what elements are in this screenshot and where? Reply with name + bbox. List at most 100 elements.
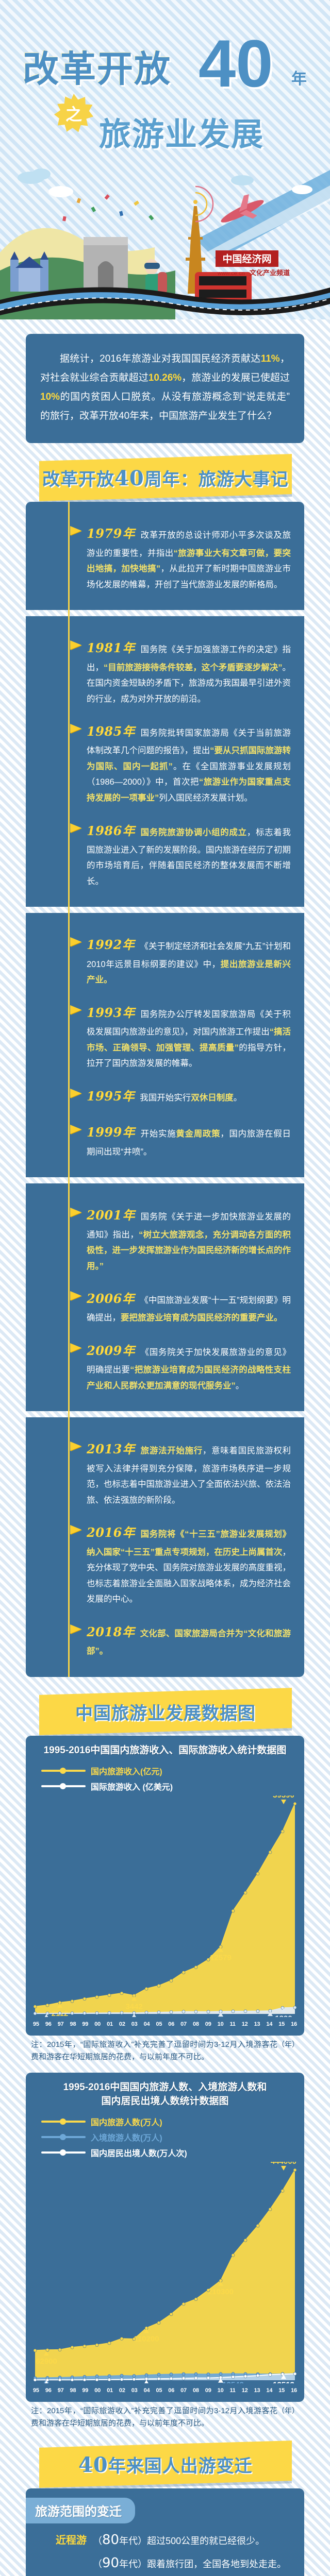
chart-point <box>169 2377 173 2381</box>
timeline-banner: 改革开放40周年：旅游大事记 <box>26 454 304 502</box>
chart-point <box>231 2253 235 2258</box>
chart-data-label: 13542 <box>222 2381 244 2383</box>
chart-point <box>206 2376 210 2380</box>
charts-section: 中国旅游业发展数据图 1995-2016中国国内旅游收入、国际旅游收入统计数据图… <box>26 1687 304 2430</box>
scope-card: 旅游范围的变迁 近程游 （80年代）超过500公里的就已经很少。 （90年代）跟着旅… <box>26 2488 304 2576</box>
chart-line <box>35 2007 295 2014</box>
chart-point <box>45 2348 50 2352</box>
chart-point <box>169 2313 173 2316</box>
timeline-group: 1979年 改革开放的总设计师邓小平多次谈及旅游业的重要性，并指出“旅游事业大有文… <box>26 502 304 611</box>
x-tick-label: 02 <box>119 2021 125 2028</box>
chart-2-card: 1995-2016中国国内旅游人数、入境旅游人数和 国内居民出境人数统计数据图 … <box>26 2073 304 2402</box>
chart-point <box>82 2345 87 2348</box>
timeline-year: 1979年 <box>87 526 136 541</box>
chart-point <box>70 2346 74 2349</box>
timeline-marker-icon <box>70 823 81 833</box>
timeline-group: 1981年 国务院《关于加强旅游工作的决定》指出，“目前旅游接待条件较差，这个矛盾… <box>26 616 304 907</box>
chart-point <box>182 2372 186 2376</box>
timeline-item: 1992年 《关于制定经济和社会发展“九五”计划和2010年远景目标纲要的建议》中… <box>39 934 291 988</box>
timeline-text: 1985年 国务院批转国家旅游局《关于当前旅游体制改革几个问题的报告》，提出“要从… <box>87 720 291 806</box>
timeline-highlight: 国务院旅游协调小组的成立 <box>140 827 247 837</box>
x-tick-label: 06 <box>168 2021 175 2028</box>
chart-point <box>243 2009 248 2013</box>
chart-point <box>107 2011 111 2015</box>
x-tick-label: 01 <box>107 2021 113 2028</box>
timeline-item: 1986年 国务院旅游协调小组的成立，标志着我国旅游业进入了新的发展阶段。国内旅游… <box>39 820 291 890</box>
chart-area <box>35 2374 295 2381</box>
timeline-groups: 1979年 改革开放的总设计师邓小平多次谈及旅游业的重要性，并指出“旅游事业大有文… <box>26 502 304 1677</box>
chart-point <box>120 2374 124 2378</box>
chart-point <box>120 1991 124 1995</box>
chart-point <box>206 2372 210 2377</box>
chart-label-pointer-icon <box>218 2281 223 2286</box>
timeline-item: 1979年 改革开放的总设计师邓小平多次谈及旅游业的重要性，并指出“旅游事业大有文… <box>39 522 291 592</box>
chart-point <box>256 2009 260 2013</box>
chart-svg: 211234421257939390871744585691200 <box>33 1791 297 2029</box>
chart-point <box>293 1802 297 1806</box>
x-tick-label: 07 <box>180 2021 187 2028</box>
travel-illustration: 中国经济网 www.ce.cn 文化产业频道 <box>0 168 330 319</box>
timeline-plain: ，充分体现了党中央、国务院对旅游业发展的高度重视，也标志着旅游业全面融入国家战略… <box>87 1547 291 1604</box>
timeline-highlight: “旅游业作为国家重点支持发展的一项事业” <box>87 777 291 803</box>
x-tick-label: 00 <box>94 2387 101 2394</box>
changes-section: 40年来国人出游变迁 旅游范围的变迁 近程游 （80年代）超过500公里的就已经很… <box>26 2441 304 2576</box>
chart-2-title-line1: 1995-2016中国国内旅游人数、入境旅游人数和 <box>63 2082 267 2093</box>
timeline-highlight: 提出旅游业是新兴产业。 <box>87 959 291 985</box>
chart-point <box>206 1958 210 1962</box>
chart-point <box>132 2337 136 2341</box>
chart-point <box>169 2372 173 2377</box>
chart-data-label: 13513 <box>273 2381 294 2383</box>
chart-point <box>256 1872 260 1876</box>
chart-point <box>194 2376 198 2380</box>
chart-point <box>33 2349 37 2352</box>
timeline-plain: ，从此拉开了新时期中国旅游业市场化发展的帷幕，开创了当代旅游业发展的新格局。 <box>87 564 291 589</box>
chart-point <box>157 2010 161 2014</box>
chart-point <box>293 2372 297 2376</box>
timeline-text: 1995年 我国开始实行双休日制度。 <box>87 1085 291 1108</box>
charts-banner-text: 中国旅游业发展数据图 <box>75 1703 256 1724</box>
x-tick-label: 04 <box>143 2387 150 2394</box>
timeline-gap <box>26 1177 304 1184</box>
timeline-highlight: 国务院将《“十三五”旅游业发展规划》纳入国家“十三五”重点专项规划，在历史上尚属… <box>87 1530 291 1557</box>
chart-area <box>35 2374 295 2381</box>
scope-era: （90年代） <box>93 2555 147 2571</box>
scope-era: （80年代） <box>93 2532 147 2548</box>
watermark-url: www.ce.cn <box>217 270 245 277</box>
chart-1-title: 1995-2016中国国内旅游收入、国际旅游收入统计数据图 <box>43 1744 287 1756</box>
chart-point <box>231 1909 235 1913</box>
intro-stat-10: 10% <box>40 392 60 403</box>
chart-point <box>182 2010 186 2014</box>
title-number-40: 40 <box>199 26 273 101</box>
x-tick-label: 95 <box>33 2021 39 2028</box>
chart-point <box>169 2010 173 2014</box>
chart-point <box>169 1979 173 1983</box>
chart-point <box>194 2297 198 2301</box>
timeline-year: 1995年 <box>87 1088 135 1104</box>
chart-label-pointer-icon <box>281 2375 286 2380</box>
legend-swatch <box>41 1783 86 1790</box>
timeline-banner-number: 40 <box>114 466 144 490</box>
chart-point <box>194 2010 198 2014</box>
timeline-highlight: 文化部、国家旅游局合并为“文化和旅游部”。 <box>87 1629 291 1656</box>
legend-item: 国际旅游收入 (亿美元) <box>41 1780 298 1792</box>
chart-point <box>268 2208 272 2211</box>
title-year-unit: 年 <box>291 71 307 88</box>
legend-swatch <box>41 2119 86 2125</box>
chart-point <box>243 2375 248 2379</box>
timeline-marker-icon <box>70 526 81 536</box>
chart-point <box>82 2011 87 2015</box>
timeline-marker-icon <box>70 1343 81 1352</box>
chart-point <box>107 1993 111 1997</box>
chart-point <box>132 2374 136 2378</box>
x-tick-label: 14 <box>266 2387 273 2394</box>
chart-point <box>45 2011 50 2015</box>
timeline-year: 1985年 <box>87 724 136 739</box>
chart-1-legend: 国内旅游收入(亿元) 国际旅游收入 (亿美元) <box>32 1765 298 1792</box>
chart-point <box>45 2378 50 2382</box>
chart-data-label: 3442 <box>125 2003 142 2011</box>
legend-item: 国内旅游人数(万人) <box>41 2115 298 2128</box>
chart-point <box>206 2289 210 2292</box>
timeline-marker-icon <box>70 724 81 734</box>
watermark-brand: 中国经济网 <box>222 253 271 265</box>
